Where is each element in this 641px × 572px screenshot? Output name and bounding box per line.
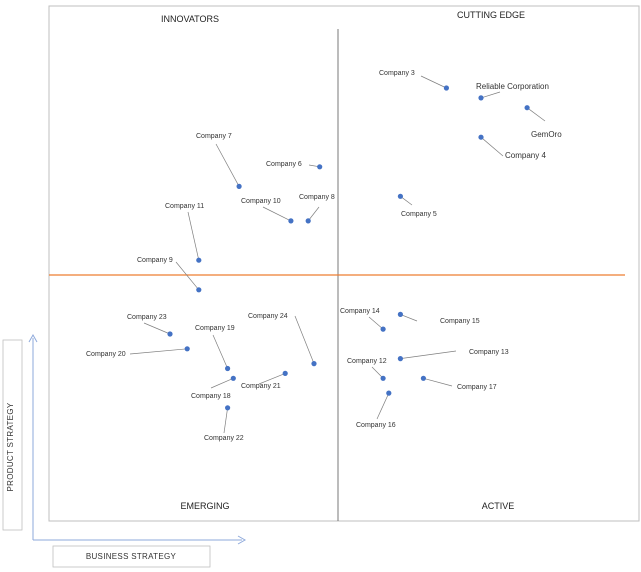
point-company-23 bbox=[167, 331, 173, 337]
leader-line-company-7 bbox=[215, 143, 240, 187]
point-label-company-18: Company 18 bbox=[191, 393, 231, 400]
point-company-13 bbox=[397, 356, 403, 362]
x-axis-label: BUSINESS STRATEGY bbox=[86, 552, 177, 561]
point-label-company-5: Company 5 bbox=[401, 211, 437, 218]
y-axis-label-box bbox=[2, 339, 23, 531]
point-label-company-24: Company 24 bbox=[248, 313, 288, 320]
leader-line-gemoro bbox=[526, 107, 546, 122]
quadrant-label-innovators: INNOVATORS bbox=[161, 14, 219, 24]
point-label-company-8: Company 8 bbox=[299, 194, 335, 201]
leader-line-company-9 bbox=[175, 261, 200, 291]
point-label-reliable-corporation: Reliable Corporation bbox=[476, 82, 549, 91]
x-axis-arrowhead bbox=[237, 535, 247, 545]
leader-line-company-12 bbox=[371, 366, 384, 379]
leader-line-company-3 bbox=[420, 75, 447, 89]
leader-line-company-13 bbox=[400, 350, 457, 359]
leader-line-company-11 bbox=[187, 211, 200, 261]
leader-line-company-22 bbox=[223, 407, 228, 434]
leader-line-reliable-corporation bbox=[480, 91, 501, 99]
point-label-company-4: Company 4 bbox=[505, 151, 546, 160]
point-labels: Company 3 Reliable Corporation GemOro Compa… bbox=[86, 70, 562, 442]
point-label-company-22: Company 22 bbox=[204, 435, 244, 442]
point-label-company-12: Company 12 bbox=[347, 358, 387, 365]
leader-line-company-21 bbox=[258, 373, 286, 385]
point-company-19 bbox=[225, 365, 231, 372]
point-gemoro bbox=[524, 105, 530, 111]
point-company-6 bbox=[317, 164, 323, 170]
point-label-company-11: Company 11 bbox=[165, 203, 204, 210]
point-company-7 bbox=[236, 183, 242, 189]
leader-line-company-24 bbox=[294, 315, 315, 364]
leader-line-company-10 bbox=[262, 206, 292, 222]
point-company-10 bbox=[288, 218, 294, 224]
point-label-company-20: Company 20 bbox=[86, 351, 126, 358]
point-company-11 bbox=[196, 257, 202, 263]
quadrant-label-active: ACTIVE bbox=[482, 501, 515, 511]
point-label-company-17: Company 17 bbox=[457, 384, 497, 391]
point-label-company-13: Company 13 bbox=[469, 349, 509, 356]
leader-line-company-23 bbox=[143, 322, 171, 335]
point-label-company-16: Company 16 bbox=[356, 422, 396, 429]
leader-line-company-4 bbox=[480, 136, 504, 157]
point-company-12 bbox=[380, 375, 386, 381]
point-label-gemoro: GemOro bbox=[531, 130, 562, 139]
data-points bbox=[167, 85, 530, 411]
point-company-3 bbox=[443, 85, 449, 91]
leader-line-company-19 bbox=[212, 334, 228, 369]
point-label-company-14: Company 14 bbox=[340, 308, 380, 315]
point-company-20 bbox=[184, 346, 190, 352]
point-company-14 bbox=[380, 326, 386, 332]
plot-frame bbox=[48, 5, 640, 522]
leader-line-company-16 bbox=[376, 392, 390, 420]
quadrant-label-cutting-edge: CUTTING EDGE bbox=[457, 10, 525, 20]
leader-line-company-14 bbox=[368, 316, 384, 330]
y-axis-arrowhead bbox=[28, 333, 38, 343]
leader-line-company-8 bbox=[307, 206, 320, 222]
point-label-company-10: Company 10 bbox=[241, 198, 281, 205]
point-label-company-15: Company 15 bbox=[440, 318, 480, 325]
point-label-company-19: Company 19 bbox=[195, 325, 235, 332]
x-axis-label-box bbox=[52, 545, 211, 568]
point-company-5 bbox=[397, 193, 403, 199]
leader-line-company-18 bbox=[210, 377, 234, 389]
quadrant-label-emerging: EMERGING bbox=[180, 501, 229, 511]
point-company-24 bbox=[311, 361, 317, 367]
point-company-17 bbox=[420, 375, 426, 381]
leader-line-company-17 bbox=[423, 377, 453, 387]
leader-line-company-20 bbox=[129, 348, 188, 355]
point-label-company-21: Company 21 bbox=[241, 383, 281, 390]
point-company-22 bbox=[225, 405, 231, 411]
point-company-8 bbox=[305, 218, 311, 224]
point-label-company-6: Company 6 bbox=[266, 161, 302, 168]
leader-line-company-15 bbox=[400, 314, 418, 322]
point-label-company-23: Company 23 bbox=[127, 314, 167, 321]
point-company-18 bbox=[230, 375, 236, 381]
point-company-4 bbox=[478, 134, 484, 140]
y-axis-label: PRODUCT STRATEGY bbox=[6, 402, 15, 491]
point-company-9 bbox=[196, 287, 202, 293]
point-label-company-7: Company 7 bbox=[196, 133, 232, 140]
point-reliable-corporation bbox=[478, 95, 484, 101]
point-company-15 bbox=[397, 311, 403, 317]
point-company-16 bbox=[386, 390, 392, 396]
point-label-company-3: Company 3 bbox=[379, 70, 415, 77]
point-company-21 bbox=[282, 370, 288, 376]
point-label-company-9: Company 9 bbox=[137, 257, 173, 264]
